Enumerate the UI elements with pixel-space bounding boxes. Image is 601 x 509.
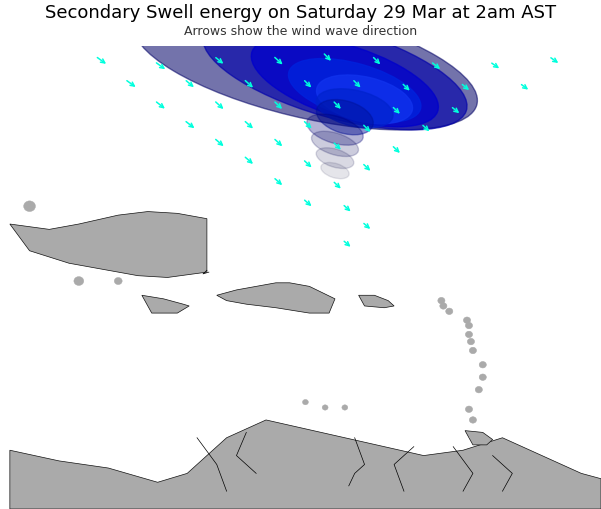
Circle shape	[465, 323, 472, 329]
Polygon shape	[10, 420, 601, 509]
Circle shape	[465, 406, 472, 413]
Ellipse shape	[321, 163, 349, 179]
Circle shape	[114, 278, 122, 285]
Circle shape	[479, 374, 486, 381]
Ellipse shape	[288, 60, 421, 123]
Circle shape	[469, 417, 477, 423]
Polygon shape	[217, 283, 335, 314]
Ellipse shape	[316, 149, 354, 169]
Circle shape	[23, 202, 35, 212]
Circle shape	[469, 348, 477, 354]
Ellipse shape	[317, 76, 412, 125]
Circle shape	[74, 277, 84, 286]
Polygon shape	[10, 212, 207, 278]
Polygon shape	[142, 296, 189, 314]
Ellipse shape	[316, 100, 373, 135]
Ellipse shape	[251, 37, 438, 128]
Circle shape	[463, 318, 471, 324]
Text: Arrows show the wind wave direction: Arrows show the wind wave direction	[184, 25, 417, 38]
Ellipse shape	[316, 90, 393, 129]
Circle shape	[440, 303, 447, 309]
Circle shape	[446, 308, 453, 315]
Circle shape	[468, 338, 475, 345]
Polygon shape	[359, 296, 394, 308]
Ellipse shape	[307, 115, 363, 146]
Circle shape	[322, 405, 328, 410]
Circle shape	[342, 405, 348, 410]
Circle shape	[469, 433, 477, 439]
Circle shape	[479, 362, 486, 368]
Ellipse shape	[203, 16, 467, 131]
Circle shape	[475, 387, 483, 393]
Circle shape	[302, 400, 308, 405]
Polygon shape	[465, 431, 493, 445]
Ellipse shape	[133, 0, 477, 131]
Circle shape	[438, 298, 445, 304]
Text: Secondary Swell energy on Saturday 29 Mar at 2am AST: Secondary Swell energy on Saturday 29 Ma…	[45, 4, 556, 21]
Ellipse shape	[311, 132, 358, 157]
Circle shape	[465, 331, 472, 338]
